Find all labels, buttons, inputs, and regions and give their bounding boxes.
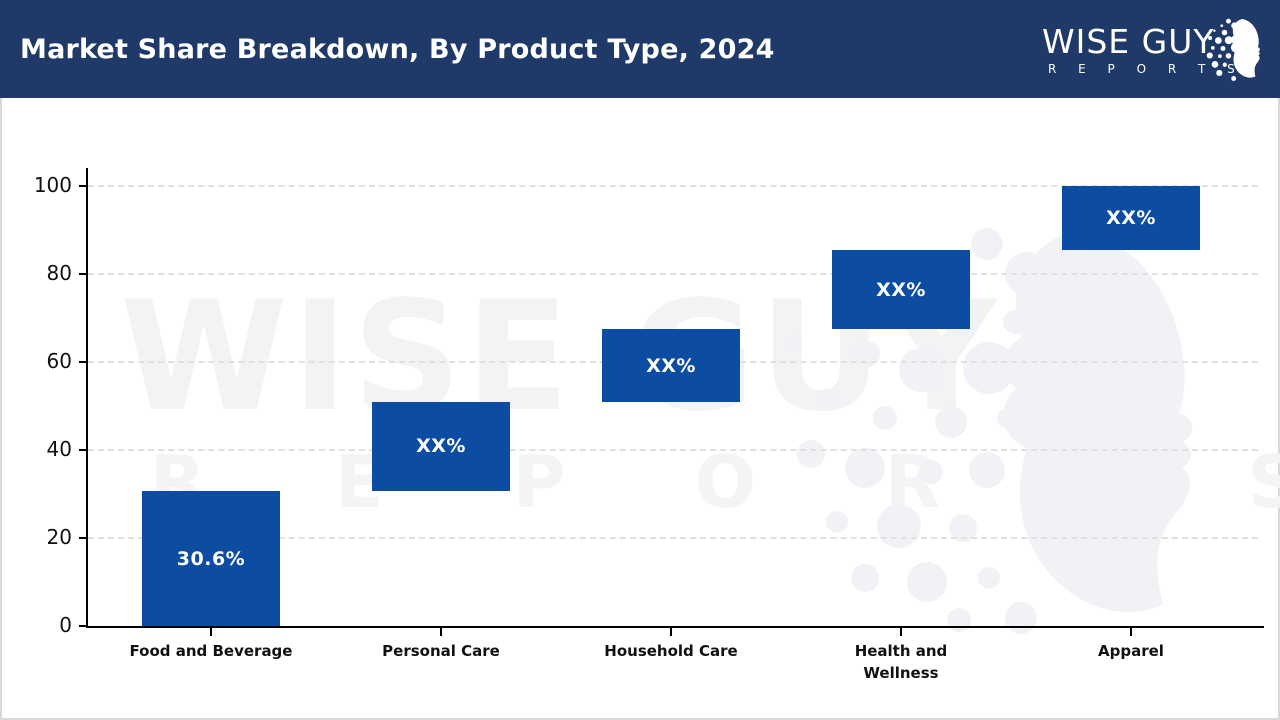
y-tick-mark-80 — [79, 273, 86, 275]
bar-value-label: 30.6% — [176, 547, 246, 570]
y-tick-label-20: 20 — [46, 525, 72, 549]
bar-value-label: XX% — [416, 435, 466, 458]
waterfall-bar: XX% — [1062, 186, 1200, 250]
x-tick-label: Personal Care — [346, 641, 536, 663]
y-tick-mark-40 — [79, 449, 86, 451]
y-tick-label-0: 0 — [59, 613, 72, 637]
chart-title: Market Share Breakdown, By Product Type,… — [20, 33, 775, 65]
y-tick-mark-60 — [79, 361, 86, 363]
x-tick-label-line: Household Care — [604, 642, 738, 660]
x-tick-mark — [670, 628, 672, 636]
x-tick-label-line: Apparel — [1098, 642, 1164, 660]
x-tick-label-line: Wellness — [863, 663, 939, 682]
x-tick-mark — [1130, 628, 1132, 636]
gridline-80 — [88, 273, 1258, 275]
x-tick-label: Health and Wellness — [806, 641, 996, 685]
gridline-40 — [88, 449, 1258, 451]
bar-value-label: XX% — [646, 354, 696, 377]
waterfall-bar: XX% — [602, 329, 740, 402]
x-tick-label: Food and Beverage — [116, 641, 306, 663]
waterfall-bar: XX% — [372, 401, 510, 492]
x-tick-label: Household Care — [576, 641, 766, 663]
x-tick-mark — [210, 628, 212, 636]
gridline-100 — [88, 185, 1258, 187]
x-axis-spine — [86, 626, 1264, 628]
y-tick-mark-20 — [79, 537, 86, 539]
y-tick-label-60: 60 — [46, 349, 72, 373]
y-tick-mark-0 — [79, 625, 86, 627]
y-tick-label-80: 80 — [46, 261, 72, 285]
y-tick-mark-100 — [79, 185, 86, 187]
logo-wordmark: WISE GUY — [1042, 22, 1215, 61]
y-axis-spine — [86, 168, 88, 628]
logo-face-icon — [1206, 18, 1260, 81]
logo-subtext: R E P O R T S — [1048, 62, 1244, 76]
x-tick-label: Apparel — [1036, 641, 1226, 663]
waterfall-bar: 30.6% — [142, 491, 280, 626]
gridline-20 — [88, 537, 1258, 539]
y-tick-label-100: 100 — [33, 173, 72, 197]
x-tick-label-line: Food and Beverage — [129, 642, 293, 660]
waterfall-bar: XX% — [832, 249, 970, 330]
y-tick-label-40: 40 — [46, 437, 72, 461]
bar-value-label: XX% — [1106, 206, 1156, 229]
x-tick-mark — [440, 628, 442, 636]
x-tick-label-line: Health and — [854, 642, 948, 660]
bar-value-label: XX% — [876, 278, 926, 301]
x-tick-label-line: Personal Care — [382, 642, 500, 660]
header-bar: Market Share Breakdown, By Product Type,… — [0, 0, 1280, 98]
x-tick-mark — [900, 628, 902, 636]
wise-guy-logo: WISE GUY R E P O R T S — [1008, 4, 1268, 96]
